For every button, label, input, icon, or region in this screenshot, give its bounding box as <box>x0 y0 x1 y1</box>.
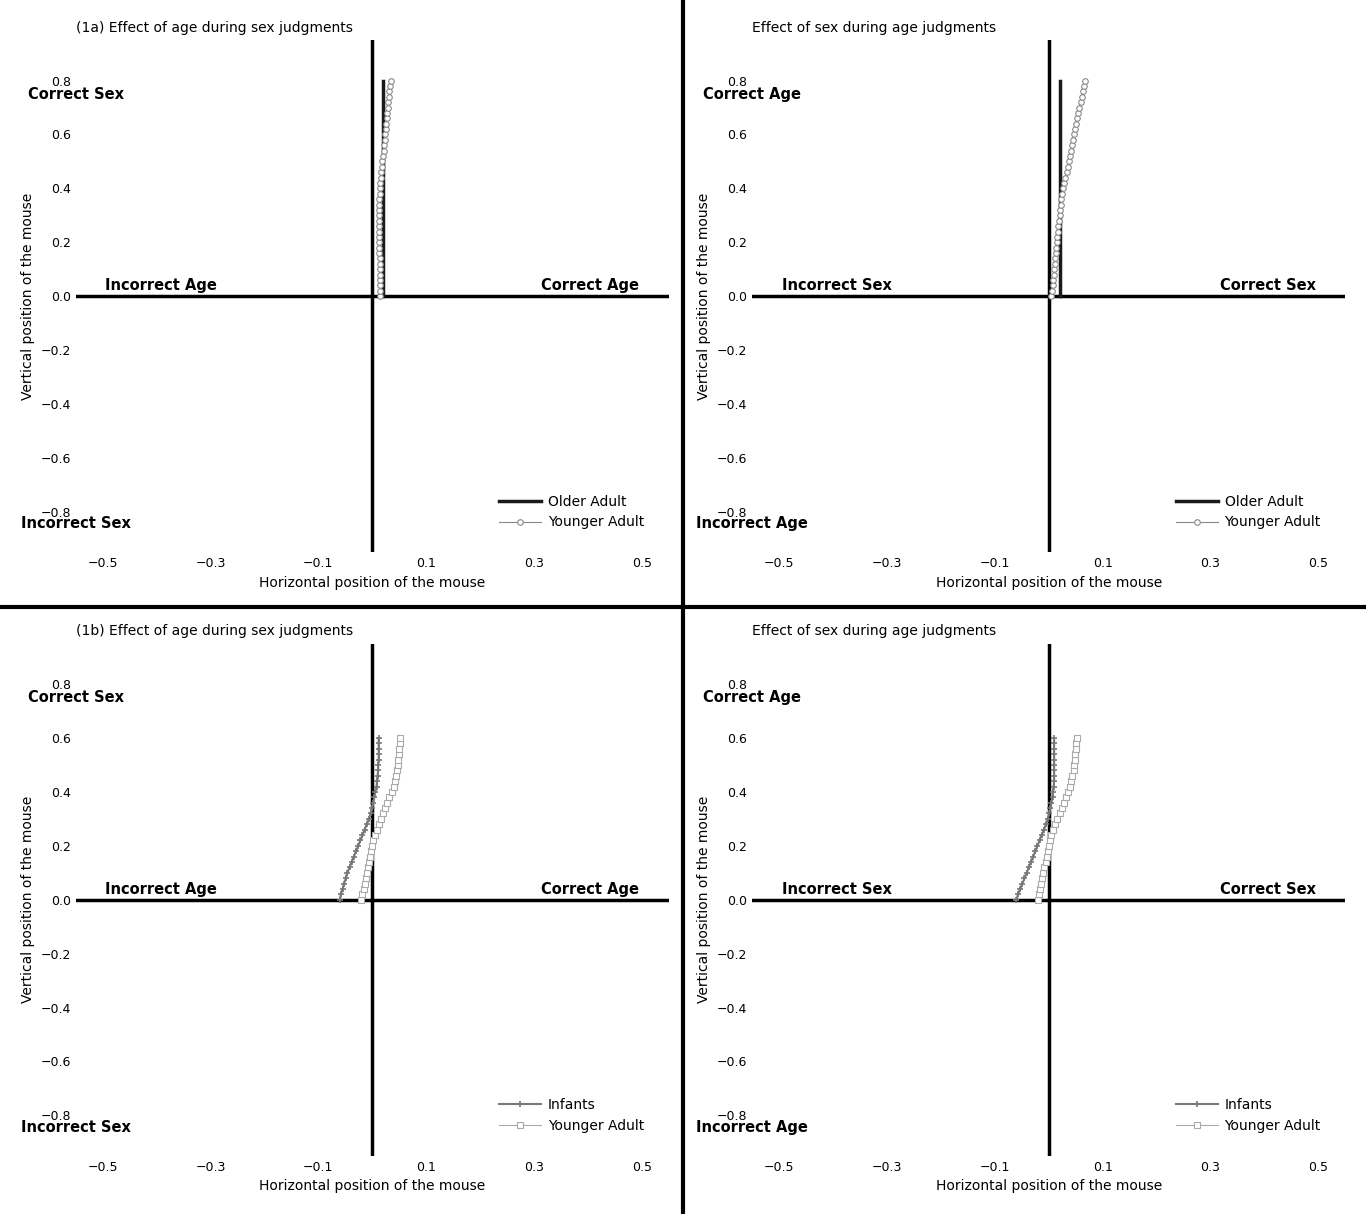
Text: Effect of sex during age judgments: Effect of sex during age judgments <box>753 21 996 35</box>
Text: Correct Age: Correct Age <box>703 86 802 102</box>
Legend: Older Adult, Younger Adult: Older Adult, Younger Adult <box>494 489 650 535</box>
X-axis label: Horizontal position of the mouse: Horizontal position of the mouse <box>936 1179 1162 1193</box>
X-axis label: Horizontal position of the mouse: Horizontal position of the mouse <box>260 1179 485 1193</box>
Text: Correct Sex: Correct Sex <box>1220 883 1315 897</box>
Legend: Older Adult, Younger Adult: Older Adult, Younger Adult <box>1171 489 1326 535</box>
Y-axis label: Vertical position of the mouse: Vertical position of the mouse <box>20 796 36 1003</box>
Y-axis label: Vertical position of the mouse: Vertical position of the mouse <box>698 193 712 399</box>
Text: Incorrect Age: Incorrect Age <box>697 1119 809 1135</box>
Text: Correct Age: Correct Age <box>703 690 802 705</box>
Legend: Infants, Younger Adult: Infants, Younger Adult <box>1171 1093 1326 1139</box>
Text: Correct Age: Correct Age <box>541 278 639 294</box>
Text: Correct Sex: Correct Sex <box>27 86 124 102</box>
Text: Incorrect Sex: Incorrect Sex <box>781 278 892 294</box>
X-axis label: Horizontal position of the mouse: Horizontal position of the mouse <box>936 575 1162 590</box>
Text: Incorrect Sex: Incorrect Sex <box>20 516 131 532</box>
Text: Correct Sex: Correct Sex <box>1220 278 1315 294</box>
Text: Effect of sex during age judgments: Effect of sex during age judgments <box>753 624 996 639</box>
Text: Correct Sex: Correct Sex <box>27 690 124 705</box>
Text: (1a) Effect of age during sex judgments: (1a) Effect of age during sex judgments <box>75 21 352 35</box>
Text: Correct Age: Correct Age <box>541 883 639 897</box>
Text: (1b) Effect of age during sex judgments: (1b) Effect of age during sex judgments <box>75 624 352 639</box>
Y-axis label: Vertical position of the mouse: Vertical position of the mouse <box>698 796 712 1003</box>
Text: Incorrect Sex: Incorrect Sex <box>781 883 892 897</box>
Text: Incorrect Age: Incorrect Age <box>105 278 217 294</box>
X-axis label: Horizontal position of the mouse: Horizontal position of the mouse <box>260 575 485 590</box>
Y-axis label: Vertical position of the mouse: Vertical position of the mouse <box>20 193 36 399</box>
Text: Incorrect Age: Incorrect Age <box>105 883 217 897</box>
Legend: Infants, Younger Adult: Infants, Younger Adult <box>494 1093 650 1139</box>
Text: Incorrect Sex: Incorrect Sex <box>20 1119 131 1135</box>
Text: Incorrect Age: Incorrect Age <box>697 516 809 532</box>
